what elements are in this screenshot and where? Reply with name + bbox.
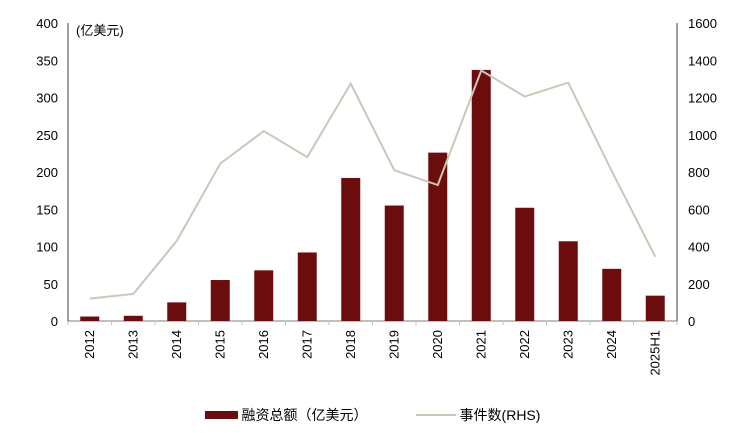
y-left-tick-label: 400 [36,16,58,31]
x-axis-label-2022: 2022 [517,330,532,359]
bar-2024 [602,268,622,321]
legend-line-label: 事件数(RHS) [459,407,541,423]
y-right-tick-label: 0 [688,314,695,329]
y-left-tick-label: 250 [36,128,58,143]
legend-bar-label: 融资总额（亿美元） [241,407,368,423]
y-right-tick-label: 800 [688,165,710,180]
x-axis-label-2024: 2024 [604,330,619,359]
left-axis-unit-label: (亿美元) [76,23,124,38]
y-right-tick-label: 1400 [688,53,717,68]
bar-2014 [167,302,187,321]
bar-2012 [80,316,100,321]
bar-2022 [515,207,535,321]
bar-2015 [210,280,230,321]
x-axis-label-2023: 2023 [560,330,575,359]
bar-2023 [558,241,578,321]
bar-2020 [428,152,448,321]
bar-2018 [341,177,361,321]
y-left-tick-label: 200 [36,165,58,180]
y-left-tick-label: 150 [36,202,58,217]
y-left-tick-label: 0 [51,314,58,329]
legend-item-funding: 融资总额（亿美元） [204,405,368,425]
x-axis-label-2018: 2018 [343,330,358,359]
y-left-tick-label: 50 [44,277,58,292]
legend: 融资总额（亿美元） 事件数(RHS) [0,405,745,425]
bar-2013 [123,315,143,321]
x-axis-label-2015: 2015 [212,330,227,359]
x-axis-label-2012: 2012 [82,330,97,359]
x-axis-label-2025H1: 2025H1 [647,330,662,376]
y-right-tick-label: 400 [688,240,710,255]
combo-chart: 0 50 100 150 200 250 300 350 400 0 200 400 600 800 100… [36,16,717,376]
x-axis-label-2017: 2017 [299,330,314,359]
bar-2016 [254,270,274,321]
x-axis-label-2020: 2020 [430,330,445,359]
y-left-tick-label: 350 [36,53,58,68]
bar-2017 [297,252,317,321]
y-right-tick-label: 1000 [688,128,717,143]
y-left-tick-label: 100 [36,240,58,255]
y-right-tick-label: 1600 [688,16,717,31]
bar-2025H1 [645,295,665,321]
legend-item-events: 事件数(RHS) [415,405,541,425]
bar-swatch-icon [204,411,238,419]
line-swatch-icon [415,414,456,416]
bar-2019 [384,205,404,321]
y-left-tick-label: 300 [36,91,58,106]
y-right-tick-label: 200 [688,277,710,292]
bar-2021 [471,69,491,321]
x-axis-label-2016: 2016 [256,330,271,359]
y-right-tick-label: 600 [688,202,710,217]
x-axis-label-2014: 2014 [169,330,184,359]
y-right-tick-label: 1200 [688,91,717,106]
events-line [89,69,657,300]
x-axis-label-2013: 2013 [125,330,140,359]
x-axis-label-2021: 2021 [473,330,488,359]
x-axis-label-2019: 2019 [386,330,401,359]
